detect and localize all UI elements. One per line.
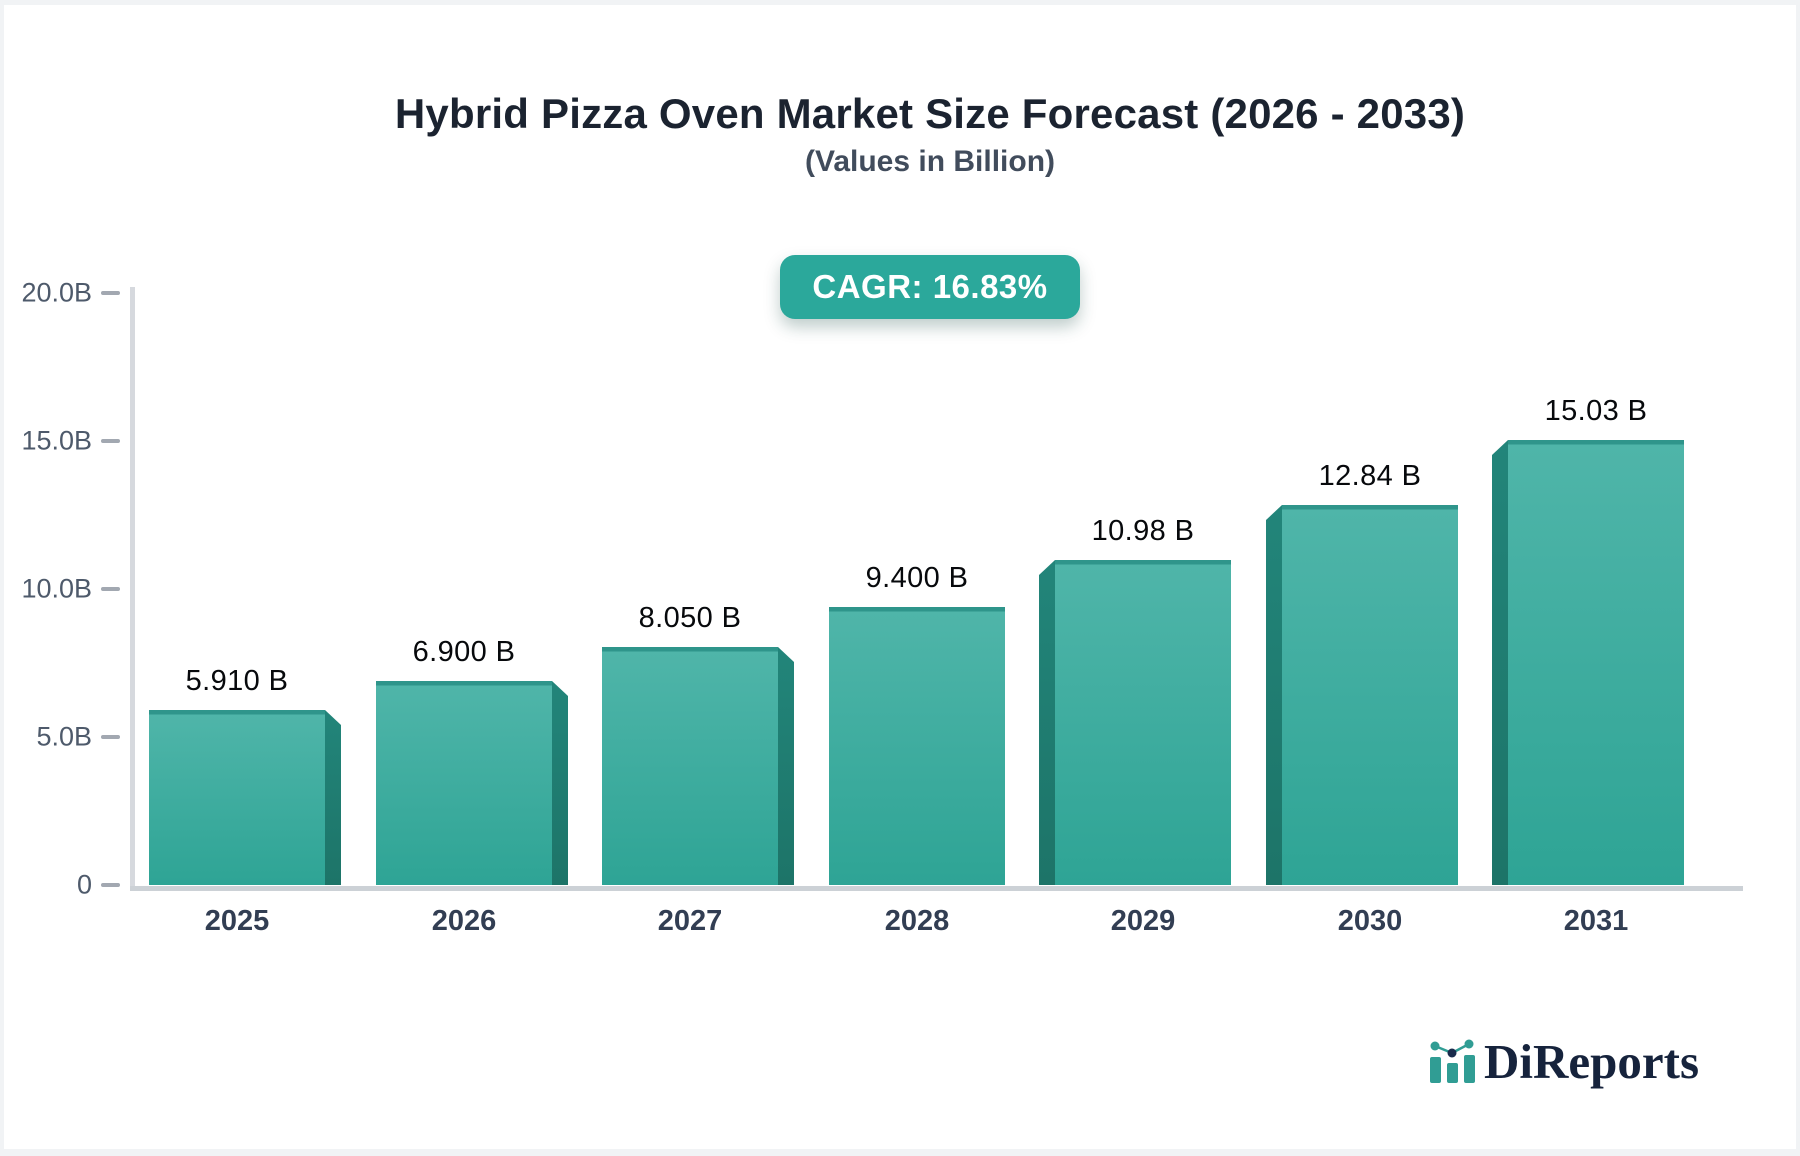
brand-logo-text: DiReports [1484, 1034, 1700, 1089]
bar-value-label-2029: 10.98 B [1091, 515, 1195, 547]
bar-3d-side-2025 [325, 710, 341, 885]
plot-area: 5.910 B 6.900 B 8.050 B 9.400 B 10.98 B 12.84… [133, 293, 1743, 885]
y-tick-label-5.0B: 5.0B [36, 721, 92, 752]
mini-bar-chart-logo-icon [1430, 1039, 1475, 1083]
cagr-badge-wrap: CAGR: 16.83% [40, 255, 1800, 319]
bar-3d-side-2029 [1039, 560, 1055, 885]
bar-value-label-2025: 5.910 B [185, 665, 289, 697]
bar-2031[interactable] [1508, 440, 1684, 885]
y-tick-mark [101, 291, 120, 295]
chart-subtitle: (Values in Billion) [804, 145, 1056, 178]
chart-title: Hybrid Pizza Oven Market Size Forecast (… [394, 90, 1466, 137]
bar-3d-side-2031 [1492, 440, 1508, 885]
x-axis-line [130, 886, 1743, 891]
bar-value-label-2031: 15.03 B [1544, 395, 1648, 427]
cagr-badge: CAGR: 16.83% [780, 255, 1080, 319]
y-tick-label-10.0B: 10.0B [21, 573, 92, 604]
bar-2029[interactable] [1055, 560, 1231, 885]
bar-value-label-2028: 9.400 B [865, 562, 969, 594]
x-tick-label-2031: 2031 [1563, 905, 1629, 937]
y-tick-mark [101, 735, 120, 739]
x-tick-label-2026: 2026 [431, 905, 497, 937]
x-tick-label-2028: 2028 [884, 905, 950, 937]
bar-value-label-2030: 12.84 B [1318, 460, 1422, 492]
y-tick-label-20.0B: 20.0B [21, 277, 92, 308]
x-tick-label-2029: 2029 [1110, 905, 1176, 937]
brand-logo: DiReports [1428, 1036, 1699, 1086]
bar-2026[interactable] [376, 681, 552, 885]
bar-2025[interactable] [149, 710, 325, 885]
y-tick-label-0: 0 [76, 869, 92, 900]
bar-3d-side-2027 [778, 647, 794, 885]
x-tick-label-2030: 2030 [1337, 905, 1403, 937]
x-tick-label-2027: 2027 [657, 905, 723, 937]
bar-2028[interactable] [829, 607, 1005, 885]
y-axis-line [130, 287, 135, 891]
bar-2030[interactable] [1282, 505, 1458, 885]
bar-2027[interactable] [602, 647, 778, 885]
bar-value-label-2027: 8.050 B [638, 602, 742, 634]
bar-3d-side-2030 [1266, 505, 1282, 885]
bar-value-label-2026: 6.900 B [412, 636, 516, 668]
x-tick-label-2025: 2025 [204, 905, 270, 937]
bar-3d-side-2026 [552, 681, 568, 885]
y-tick-mark [101, 439, 120, 443]
y-tick-label-15.0B: 15.0B [21, 425, 92, 456]
y-tick-mark [101, 883, 120, 887]
y-tick-mark [101, 587, 120, 591]
